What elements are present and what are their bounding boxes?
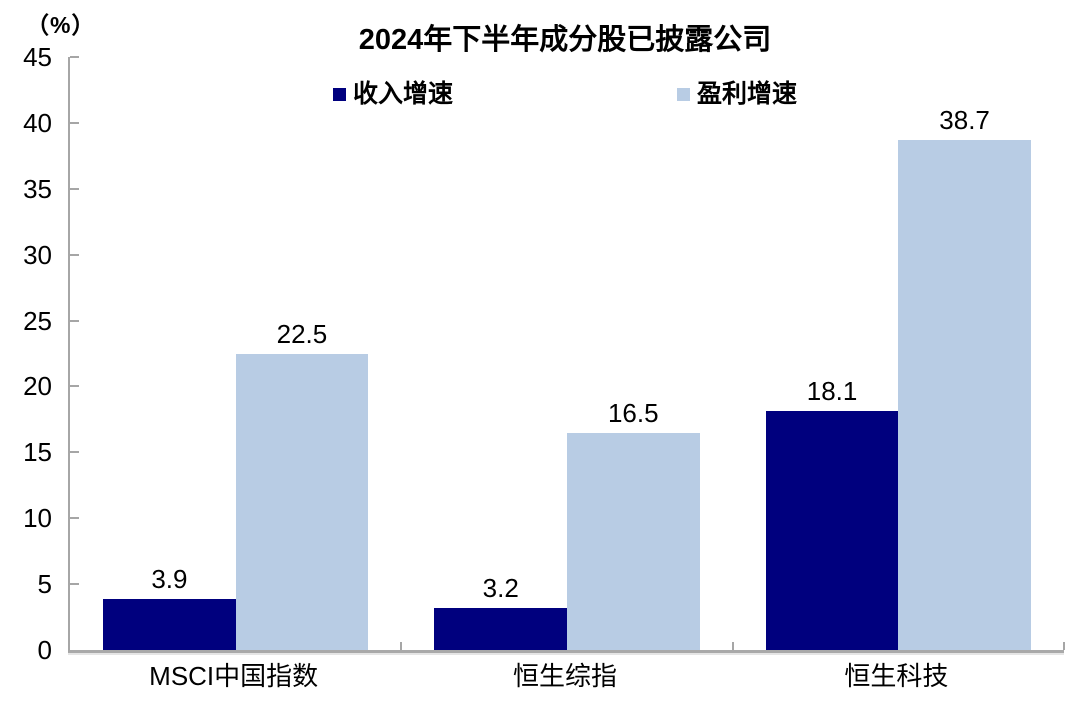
bar-value-label: 38.7: [939, 105, 990, 136]
y-tick-label: 40: [23, 107, 52, 138]
x-tick-mark: [400, 642, 403, 650]
bar: 18.1: [765, 378, 899, 650]
y-tick-mark: [70, 56, 79, 58]
y-axis-unit-label: （%）: [26, 12, 96, 38]
bar: 16.5: [566, 400, 700, 650]
legend-label: 收入增速: [352, 80, 453, 108]
bar-value-label: 3.9: [151, 563, 188, 594]
y-axis-labels: 0 5 10 15 20 25 30 35 40 45: [0, 44, 52, 663]
legend-label: 盈利增速: [697, 80, 798, 108]
bar-value-label: 22.5: [276, 318, 328, 349]
y-tick-mark: [70, 385, 79, 388]
legend-swatch-icon: [332, 88, 346, 101]
bar: 22.5: [235, 321, 369, 650]
x-tick-mark: [731, 642, 734, 650]
y-tick-mark: [70, 187, 79, 190]
y-tick-mark: [70, 253, 79, 256]
x-tick-mark: [1063, 642, 1065, 650]
y-tick-label: 30: [23, 239, 52, 270]
x-category-label: MSCI中国指数: [149, 661, 319, 691]
y-tick-label: 45: [23, 42, 52, 72]
y-tick-mark: [70, 583, 79, 586]
bar-group: 3.9 22.5: [70, 57, 401, 650]
bar-value-label: 16.5: [607, 397, 659, 428]
y-tick-label: 0: [37, 635, 52, 665]
bar-value-label: 3.2: [482, 572, 519, 603]
bar: 3.9: [103, 566, 236, 650]
y-tick-label: 25: [23, 305, 52, 336]
y-tick-label: 35: [23, 173, 52, 204]
y-tick-label: 10: [23, 503, 52, 534]
plot-area: 3.9 22.5 3.2 16.5 18.1 38.7: [68, 56, 1065, 653]
bar-group: 3.2 16.5: [401, 57, 732, 650]
y-tick-mark: [70, 517, 79, 520]
bar-group: 18.1 38.7: [733, 57, 1064, 650]
y-tick-mark: [70, 319, 79, 322]
x-category-label: 恒生综指: [512, 661, 617, 691]
chart-title: 2024年下半年成分股已披露公司: [358, 24, 772, 56]
y-tick-label: 5: [37, 569, 52, 600]
x-category-label: 恒生科技: [844, 661, 949, 691]
bar-value-label: 18.1: [806, 376, 858, 407]
legend: 收入增速 盈利增速: [68, 82, 1062, 107]
y-tick-label: 15: [23, 437, 52, 468]
y-tick-label: 20: [23, 371, 52, 402]
legend-item: 收入增速: [332, 80, 453, 108]
bar: 38.7: [898, 107, 1031, 650]
bar: 3.2: [434, 575, 567, 650]
y-tick-mark: [70, 451, 79, 454]
y-tick-mark: [70, 121, 79, 124]
legend-swatch-icon: [677, 88, 690, 101]
legend-item: 盈利增速: [677, 82, 797, 107]
x-axis-labels: MSCI中国指数 恒生综指 恒生科技: [68, 662, 1062, 691]
